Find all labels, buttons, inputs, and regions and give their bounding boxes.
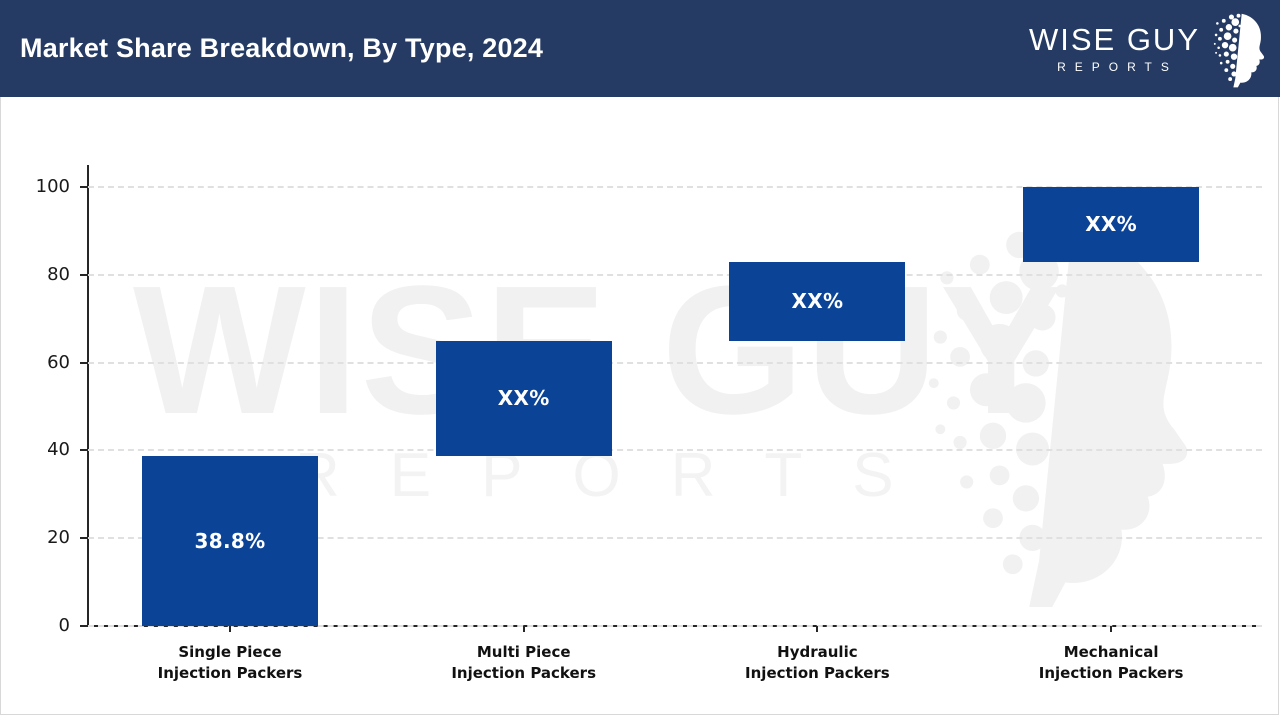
x-tick-mark bbox=[522, 626, 525, 632]
bar: 38.8% bbox=[142, 455, 318, 626]
wiseguy-logo: WISE GUY REPORTS bbox=[1029, 8, 1266, 90]
category-label: Multi Piece Injection Packers bbox=[451, 643, 597, 682]
category-label: Hydraulic Injection Packers bbox=[745, 643, 890, 682]
gridline bbox=[88, 185, 1262, 188]
gridline bbox=[88, 625, 1262, 627]
y-tick-label: 80 bbox=[47, 263, 70, 285]
y-tick-mark bbox=[80, 185, 88, 188]
bar: XX% bbox=[1023, 186, 1200, 262]
y-tick-mark bbox=[80, 361, 88, 364]
y-tick-label: 40 bbox=[47, 439, 70, 461]
gridline bbox=[88, 273, 1262, 276]
y-tick-mark bbox=[80, 537, 88, 540]
bar-label: 38.8% bbox=[194, 528, 266, 553]
page-title: Market Share Breakdown, By Type, 2024 bbox=[20, 33, 544, 63]
bar-label: XX% bbox=[497, 386, 550, 411]
y-tick-label: 20 bbox=[47, 527, 70, 549]
category-label: Mechanical Injection Packers bbox=[1038, 643, 1184, 682]
x-tick-mark bbox=[816, 626, 819, 632]
chart-plot: 0 20 40 60 80 100 38.8% Single Piece Injection P… bbox=[36, 165, 1262, 682]
bar: XX% bbox=[729, 261, 906, 341]
y-tick-label: 0 bbox=[58, 615, 70, 636]
bar-label: XX% bbox=[1085, 212, 1137, 237]
gridline bbox=[88, 449, 1262, 452]
y-tick-label: 60 bbox=[47, 351, 70, 373]
bar-label: XX% bbox=[791, 289, 844, 314]
y-axis bbox=[87, 165, 89, 626]
x-tick-mark bbox=[229, 626, 231, 632]
y-tick-mark bbox=[80, 625, 88, 627]
y-tick-mark bbox=[80, 449, 88, 452]
logo-face-icon bbox=[1202, 8, 1266, 90]
logo-subtext: REPORTS bbox=[1057, 59, 1178, 74]
y-tick-mark bbox=[80, 273, 88, 276]
gridline bbox=[88, 537, 1262, 540]
logo-text: WISE GUY REPORTS bbox=[1029, 24, 1200, 74]
header: Market Share Breakdown, By Type, 2024 WI… bbox=[0, 0, 1280, 97]
x-tick-mark bbox=[1110, 626, 1113, 632]
gridline bbox=[88, 361, 1262, 364]
category-label: Single Piece Injection Packers bbox=[157, 643, 303, 682]
y-tick-label: 100 bbox=[35, 175, 70, 197]
bar: XX% bbox=[435, 340, 612, 456]
logo-wordmark: WISE GUY bbox=[1028, 21, 1200, 57]
